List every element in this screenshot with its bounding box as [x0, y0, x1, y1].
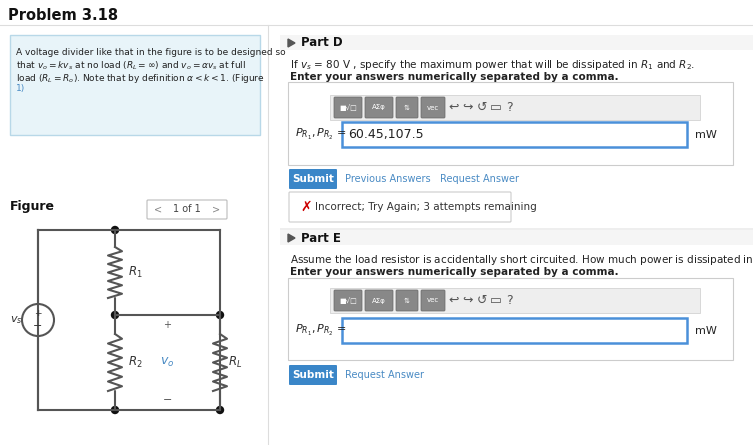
Text: $v_s$: $v_s$ — [10, 314, 23, 326]
Text: ↩: ↩ — [449, 294, 459, 307]
Bar — [280, 230, 753, 245]
Text: Problem 3.18: Problem 3.18 — [8, 8, 118, 23]
Text: −: − — [163, 395, 172, 405]
FancyBboxPatch shape — [147, 200, 227, 219]
Text: Enter your answers numerically separated by a comma.: Enter your answers numerically separated… — [290, 267, 619, 277]
Text: Request Answer: Request Answer — [440, 174, 519, 184]
Text: 1 of 1: 1 of 1 — [173, 204, 201, 214]
Text: ▭: ▭ — [490, 101, 502, 114]
Bar — [280, 228, 753, 240]
Text: ■√□: ■√□ — [339, 104, 357, 111]
Text: Submit: Submit — [292, 174, 334, 184]
Circle shape — [111, 312, 118, 319]
Text: $P_{R_1}, P_{R_2}$ =: $P_{R_1}, P_{R_2}$ = — [295, 323, 346, 338]
Text: ?: ? — [506, 294, 512, 307]
Text: $R_2$: $R_2$ — [128, 355, 142, 370]
Text: ↺: ↺ — [477, 101, 487, 114]
FancyBboxPatch shape — [334, 97, 362, 118]
Text: 60.45,107.5: 60.45,107.5 — [348, 128, 424, 141]
FancyBboxPatch shape — [421, 290, 445, 311]
Text: Previous Answers: Previous Answers — [345, 174, 431, 184]
Circle shape — [217, 406, 224, 413]
FancyBboxPatch shape — [396, 290, 418, 311]
Text: +: + — [34, 308, 41, 317]
Text: ↪: ↪ — [463, 294, 473, 307]
Text: ?: ? — [506, 101, 512, 114]
FancyBboxPatch shape — [10, 35, 260, 135]
Text: mW: mW — [695, 129, 717, 139]
Text: Part D: Part D — [301, 36, 343, 49]
Text: ⇅: ⇅ — [404, 105, 410, 110]
Bar — [280, 35, 753, 50]
Text: $R_L$: $R_L$ — [228, 355, 242, 370]
Text: ↩: ↩ — [449, 101, 459, 114]
Text: ▭: ▭ — [490, 294, 502, 307]
FancyBboxPatch shape — [330, 288, 700, 313]
Text: <: < — [154, 204, 162, 214]
Text: ↺: ↺ — [477, 294, 487, 307]
Text: ■√□: ■√□ — [339, 297, 357, 304]
Text: $v_o$: $v_o$ — [160, 356, 175, 369]
FancyBboxPatch shape — [330, 95, 700, 120]
FancyBboxPatch shape — [365, 290, 393, 311]
Text: ΑΣφ: ΑΣφ — [372, 298, 386, 303]
Text: >: > — [212, 204, 220, 214]
FancyBboxPatch shape — [289, 169, 337, 189]
FancyBboxPatch shape — [365, 97, 393, 118]
FancyBboxPatch shape — [342, 122, 687, 147]
Text: If $v_s$ = 80 V , specify the maximum power that will be dissipated in $R_1$ and: If $v_s$ = 80 V , specify the maximum po… — [290, 58, 695, 72]
Text: ✗: ✗ — [300, 200, 312, 214]
Polygon shape — [288, 39, 295, 47]
Text: Assume the load resistor is accidentally short circuited. How much power is diss: Assume the load resistor is accidentally… — [290, 253, 753, 267]
FancyBboxPatch shape — [334, 290, 362, 311]
Text: ⇅: ⇅ — [404, 298, 410, 303]
FancyBboxPatch shape — [289, 365, 337, 385]
Text: vec: vec — [427, 298, 439, 303]
FancyBboxPatch shape — [288, 278, 733, 360]
Text: 1): 1) — [16, 84, 26, 93]
Text: that $v_o = kv_s$ at no load $(R_L = \infty)$ and $v_o = \alpha v_s$ at full: that $v_o = kv_s$ at no load $(R_L = \in… — [16, 60, 246, 73]
FancyBboxPatch shape — [396, 97, 418, 118]
Polygon shape — [288, 234, 295, 242]
FancyBboxPatch shape — [288, 82, 733, 165]
Text: Incorrect; Try Again; 3 attempts remaining: Incorrect; Try Again; 3 attempts remaini… — [315, 202, 537, 212]
Text: mW: mW — [695, 325, 717, 336]
Circle shape — [111, 406, 118, 413]
Text: Submit: Submit — [292, 370, 334, 380]
Text: ↪: ↪ — [463, 101, 473, 114]
Text: Enter your answers numerically separated by a comma.: Enter your answers numerically separated… — [290, 72, 619, 82]
Text: A voltage divider like that in the figure is to be designed so: A voltage divider like that in the figur… — [16, 48, 285, 57]
FancyBboxPatch shape — [289, 192, 511, 222]
Circle shape — [111, 227, 118, 234]
FancyBboxPatch shape — [342, 318, 687, 343]
Text: vec: vec — [427, 105, 439, 110]
Text: Figure: Figure — [10, 200, 55, 213]
Circle shape — [217, 312, 224, 319]
Text: $P_{R_1}, P_{R_2}$ =: $P_{R_1}, P_{R_2}$ = — [295, 127, 346, 142]
Text: −: − — [33, 321, 43, 331]
Text: Request Answer: Request Answer — [345, 370, 424, 380]
FancyBboxPatch shape — [421, 97, 445, 118]
Text: ΑΣφ: ΑΣφ — [372, 105, 386, 110]
Text: $R_1$: $R_1$ — [128, 265, 142, 280]
Text: load $(R_L = R_o)$. Note that by definition $\alpha < k < 1$. (Figure: load $(R_L = R_o)$. Note that by definit… — [16, 72, 265, 85]
Text: +: + — [163, 320, 172, 330]
Text: Part E: Part E — [301, 231, 341, 244]
